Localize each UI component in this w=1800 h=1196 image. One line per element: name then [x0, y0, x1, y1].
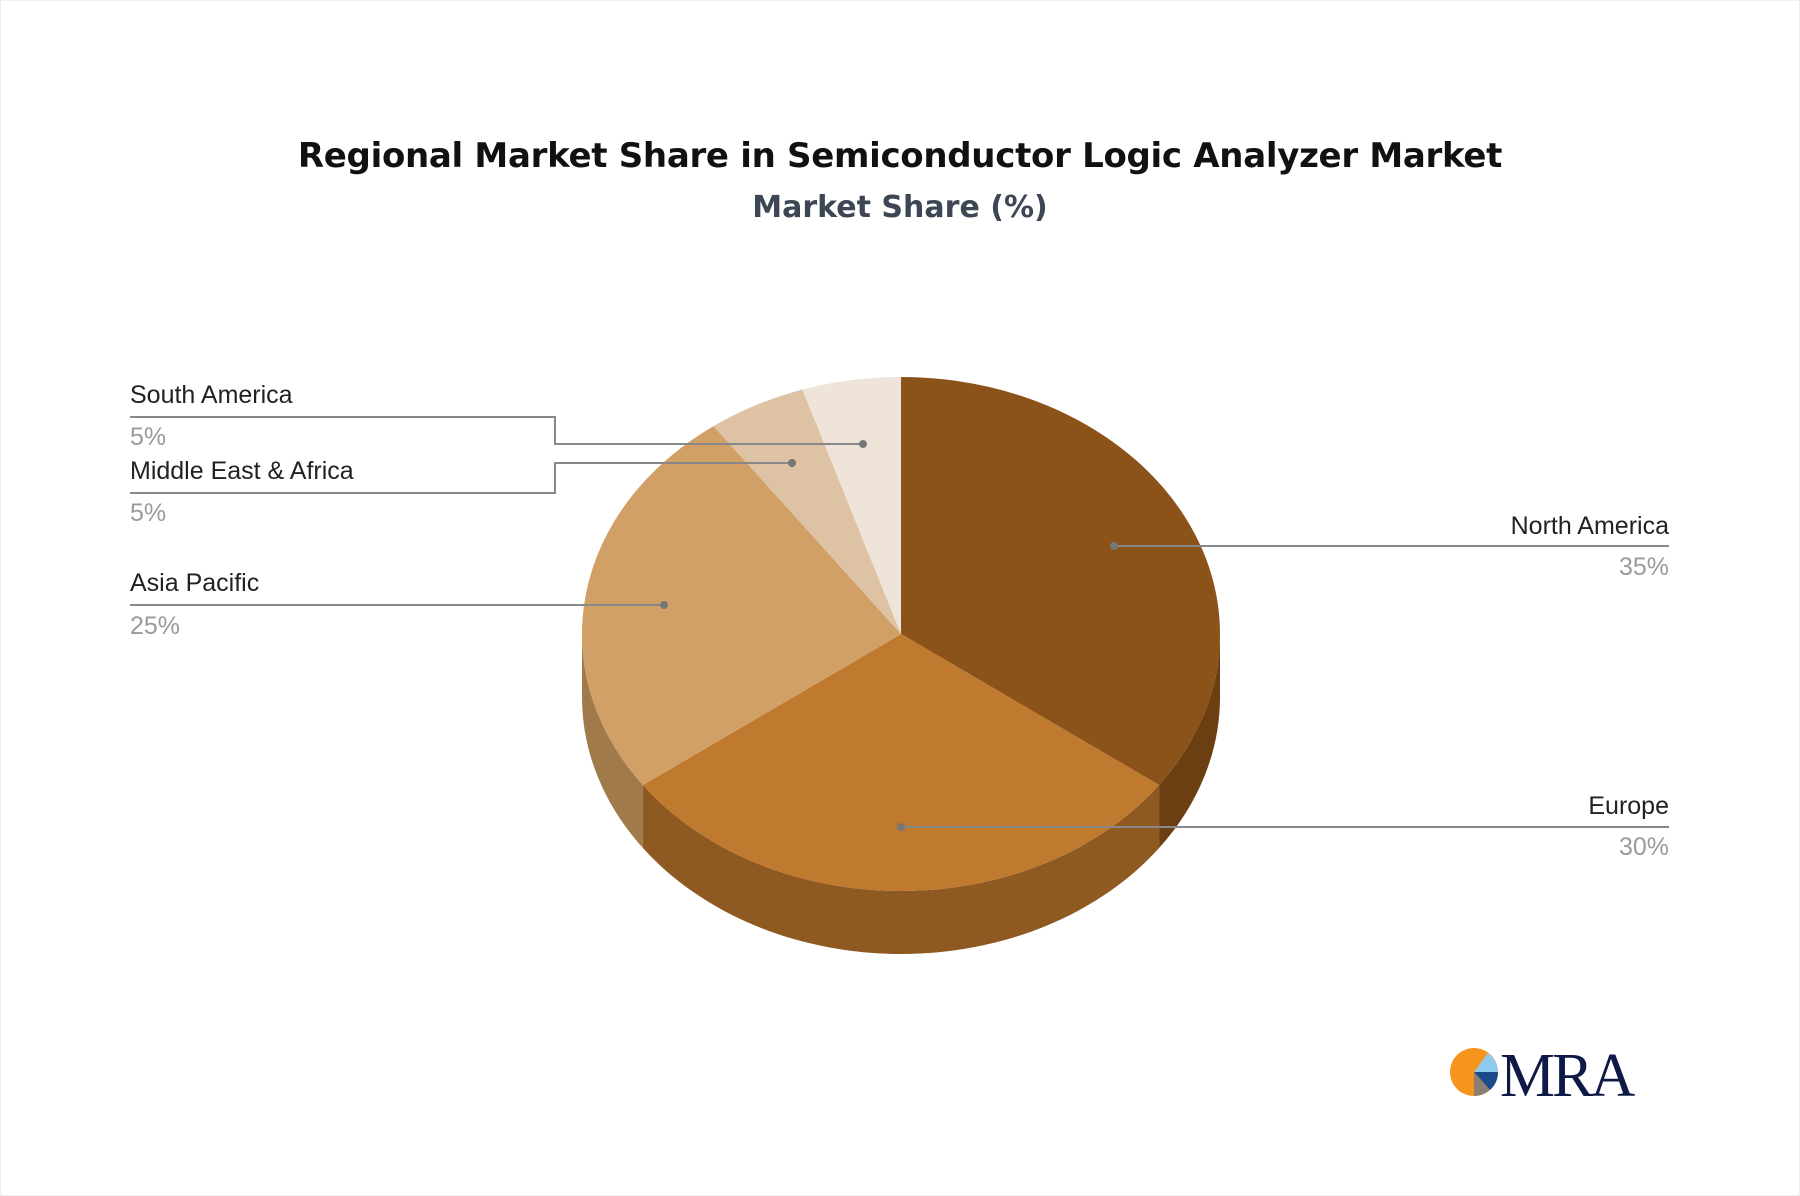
pie-side-asia-pacific — [582, 634, 643, 849]
value-north-america: 35% — [1618, 553, 1669, 581]
leader-dot-south-america — [859, 440, 867, 448]
chart-title: Regional Market Share in Semiconductor L… — [297, 136, 1503, 176]
label-north-america: North America — [1510, 512, 1669, 540]
mra-logo: MRA — [1450, 1042, 1638, 1108]
label-middle-east-africa: Middle East & Africa — [130, 457, 354, 485]
leader-dot-asia-pacific — [660, 601, 668, 609]
pie-slice-south-america[interactable] — [802, 377, 901, 634]
pie-side-north-america — [1159, 634, 1220, 849]
label-europe: Europe — [1588, 792, 1669, 820]
value-europe: 30% — [1618, 833, 1669, 861]
leader-line-middle-east-africa — [130, 462, 792, 494]
pie-slice-north-america[interactable] — [901, 377, 1220, 786]
chart-subtitle: Market Share (%) — [752, 190, 1048, 225]
value-middle-east-africa: 5% — [130, 499, 167, 527]
value-asia-pacific: 25% — [130, 612, 181, 640]
value-south-america: 5% — [130, 423, 167, 451]
label-south-america: South America — [130, 381, 293, 409]
leader-line-south-america — [130, 416, 863, 445]
label-asia-pacific: Asia Pacific — [130, 569, 260, 597]
pie-side-europe — [642, 785, 1160, 954]
pie-slice-middle-east-africa[interactable] — [713, 389, 901, 634]
leader-dot-north-america — [1110, 542, 1118, 550]
svg-text:MRA: MRA — [1500, 1042, 1635, 1108]
leader-dot-europe — [897, 823, 905, 831]
pie-slice-asia-pacific[interactable] — [582, 426, 901, 786]
leader-dot-middle-east-africa — [788, 459, 796, 467]
